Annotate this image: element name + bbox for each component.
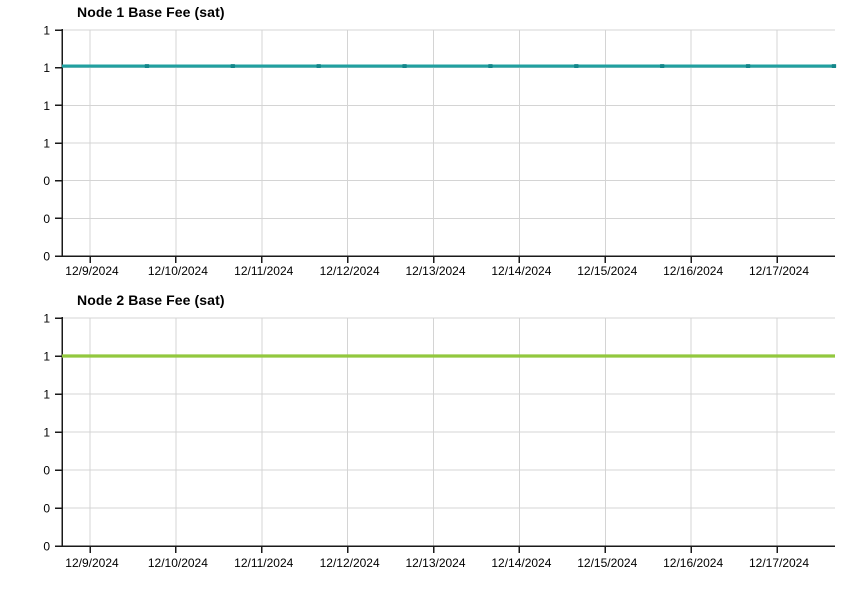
series-point-marker [402,64,407,68]
series-point-marker [574,64,579,68]
y-tick-label: 1 [43,99,50,113]
y-tick-label: 0 [43,540,50,554]
y-tick-label: 0 [43,464,50,478]
x-tick-label: 12/15/2024 [577,264,637,278]
y-tick-label: 1 [43,137,50,151]
x-tick-label: 12/14/2024 [491,556,551,570]
x-tick-label: 12/12/2024 [320,264,380,278]
y-tick-label: 1 [43,350,50,364]
series-point-marker [230,64,236,68]
y-tick-label: 0 [43,212,50,226]
x-tick-label: 12/16/2024 [663,556,723,570]
series-point-marker [488,64,493,68]
chart-node1-base-fee: 1 1 1 1 0 0 0 12/9/2024 12/10/2024 12/11/2024 12/1… [43,24,837,278]
x-tick-label: 12/13/2024 [405,264,465,278]
x-tick-label: 12/10/2024 [148,264,208,278]
y-tick-label: 1 [43,426,50,440]
y-tick-label: 0 [43,174,50,188]
x-tick-label: 12/14/2024 [491,264,551,278]
y-tick-label: 1 [43,61,50,75]
x-tick-label: 12/17/2024 [749,556,809,570]
x-tick-label: 12/17/2024 [749,264,809,278]
x-tick-label: 12/11/2024 [234,556,293,570]
chart2-title: Node 2 Base Fee (sat) [77,292,225,308]
chart-node2-base-fee: 1 1 1 1 0 0 0 12/9/2024 12/10/2024 12/11/2024 12/1… [43,312,835,570]
x-tick-label: 12/12/2024 [320,556,380,570]
x-tick-label: 12/11/2024 [234,264,293,278]
y-tick-label: 1 [43,24,50,38]
series-point-marker [144,64,150,68]
y-tick-label: 0 [43,502,50,516]
x-tick-label: 12/10/2024 [148,556,208,570]
x-tick-label: 12/16/2024 [663,264,723,278]
y-tick-label: 0 [43,250,50,264]
x-tick-label: 12/13/2024 [405,556,465,570]
y-tick-label: 1 [43,312,50,326]
x-tick-label: 12/15/2024 [577,556,637,570]
series-point-marker [745,64,751,68]
series-point-marker [831,64,837,68]
series-point-marker [316,64,321,68]
series-point-marker [659,64,665,68]
chart1-title: Node 1 Base Fee (sat) [77,4,225,20]
x-tick-label: 12/9/2024 [65,556,119,570]
x-tick-label: 12/9/2024 [65,264,119,278]
y-tick-label: 1 [43,388,50,402]
